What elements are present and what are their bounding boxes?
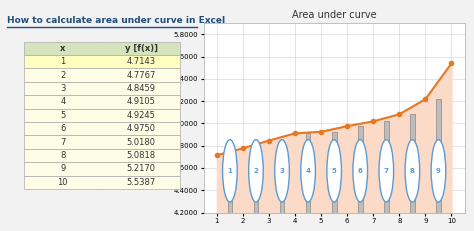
Circle shape	[353, 140, 367, 202]
Text: 10: 10	[57, 178, 68, 187]
Text: How to calculate area under curve in Excel: How to calculate area under curve in Exc…	[7, 16, 225, 25]
Text: 3: 3	[60, 84, 65, 93]
Text: 4.8459: 4.8459	[127, 84, 155, 93]
Text: 3: 3	[280, 168, 284, 174]
Text: 7: 7	[60, 138, 65, 146]
Circle shape	[431, 140, 446, 202]
Text: 5: 5	[332, 168, 337, 174]
Title: Area under curve: Area under curve	[292, 9, 376, 20]
Text: 4.7767: 4.7767	[127, 71, 155, 79]
Text: 5.5387: 5.5387	[127, 178, 155, 187]
Bar	[358, 126, 363, 213]
Bar	[280, 140, 284, 213]
Circle shape	[405, 140, 419, 202]
Text: 6: 6	[358, 168, 363, 174]
Text: 4.7143: 4.7143	[127, 57, 155, 66]
Text: y [f(x)]: y [f(x)]	[125, 44, 157, 53]
Bar	[332, 132, 337, 213]
Bar	[228, 155, 232, 213]
Circle shape	[275, 140, 289, 202]
Text: 4.9750: 4.9750	[127, 124, 155, 133]
Text: 5.2170: 5.2170	[127, 164, 155, 173]
Text: 5.0180: 5.0180	[127, 138, 155, 146]
Text: 4: 4	[60, 97, 65, 106]
Text: 6: 6	[60, 124, 65, 133]
Text: 4.9105: 4.9105	[127, 97, 155, 106]
Text: 9: 9	[436, 168, 441, 174]
Circle shape	[379, 140, 393, 202]
Text: 8: 8	[60, 151, 65, 160]
Text: 5.0818: 5.0818	[127, 151, 155, 160]
Text: 5: 5	[60, 111, 65, 120]
Text: 7: 7	[384, 168, 389, 174]
Text: x: x	[60, 44, 65, 53]
Text: 2: 2	[60, 71, 65, 79]
Bar	[254, 148, 258, 213]
Text: 4: 4	[306, 168, 310, 174]
Circle shape	[327, 140, 341, 202]
Text: 8: 8	[410, 168, 415, 174]
Text: 1: 1	[60, 57, 65, 66]
Circle shape	[249, 140, 263, 202]
Circle shape	[223, 140, 237, 202]
Text: 9: 9	[60, 164, 65, 173]
Circle shape	[301, 140, 315, 202]
Bar	[410, 114, 415, 213]
Bar	[436, 99, 441, 213]
Bar	[306, 133, 310, 213]
Text: 2: 2	[254, 168, 258, 174]
Text: 4.9245: 4.9245	[127, 111, 155, 120]
Bar	[384, 121, 389, 213]
Text: 1: 1	[228, 168, 232, 174]
